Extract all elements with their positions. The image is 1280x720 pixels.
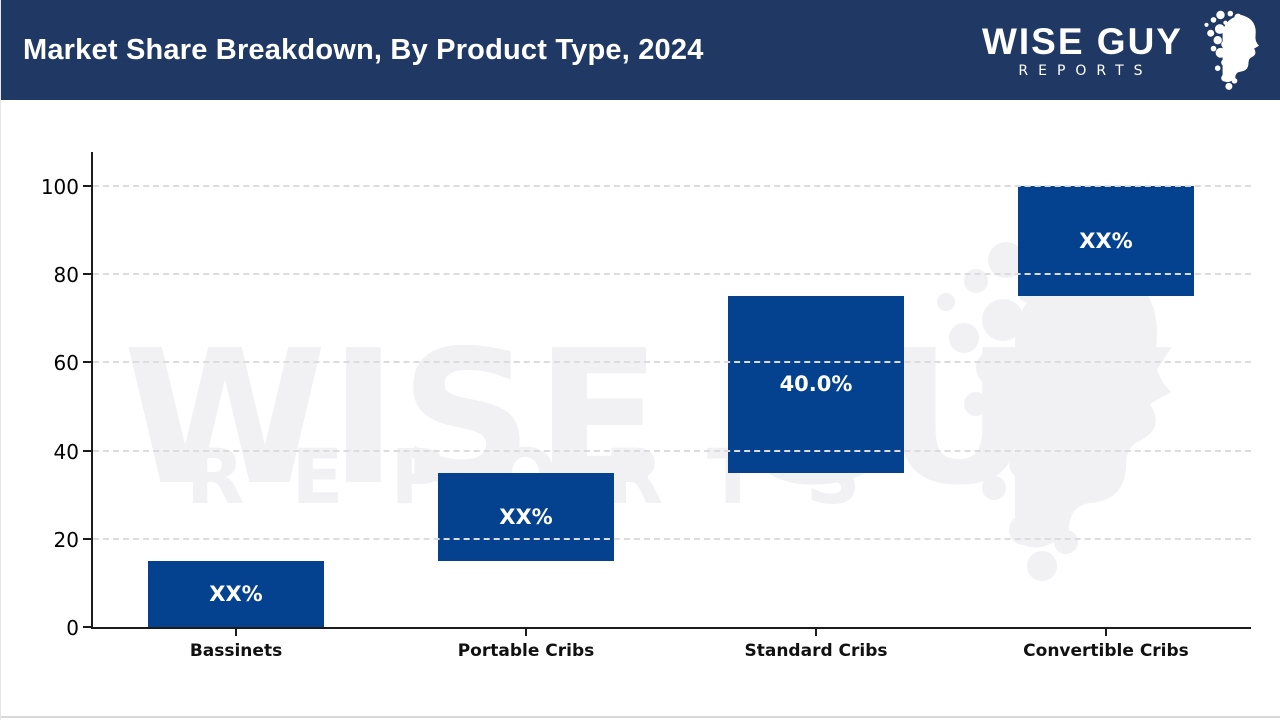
bar-value-label: XX% xyxy=(499,504,553,529)
bar-segment: XX% xyxy=(1018,186,1194,297)
x-axis-tick xyxy=(525,627,527,636)
bar-segment: 40.0% xyxy=(728,296,904,473)
x-axis-line xyxy=(91,627,1251,629)
y-tick-label: 40 xyxy=(53,439,79,464)
y-axis-tick xyxy=(83,449,91,452)
y-axis-tick xyxy=(83,626,91,628)
category-label: Portable Cribs xyxy=(457,641,595,661)
chart-area: WISE GUY REPORTS 020406080100XX%Bassinet… xyxy=(1,100,1280,717)
gridline xyxy=(93,449,1251,452)
bar-value-label: XX% xyxy=(1079,229,1133,254)
y-tick-label: 0 xyxy=(66,616,79,640)
header-bar: Market Share Breakdown, By Product Type,… xyxy=(1,0,1280,100)
logo-subtitle: REPORTS xyxy=(1018,62,1153,79)
logo-face-icon xyxy=(1204,10,1259,90)
logo-wordmark-block: WISE GUY REPORTS xyxy=(982,23,1183,78)
logo-wordmark: WISE GUY xyxy=(981,20,1183,62)
category-label: Convertible Cribs xyxy=(1023,641,1189,661)
gridline xyxy=(93,361,1251,364)
x-axis-tick xyxy=(235,627,237,636)
category-label: Bassinets xyxy=(189,641,283,661)
y-axis-tick xyxy=(83,361,91,364)
bar-segment: XX% xyxy=(438,472,614,561)
y-tick-label: 80 xyxy=(53,263,79,288)
gridline xyxy=(93,537,1251,540)
y-tick-label: 20 xyxy=(53,527,79,552)
bottom-divider xyxy=(1,716,1280,718)
x-axis-tick xyxy=(1105,627,1107,636)
gridline xyxy=(93,185,1251,187)
bar-value-label: XX% xyxy=(209,581,263,606)
y-axis-tick xyxy=(83,273,91,276)
bar-segment: XX% xyxy=(148,560,324,627)
page-title: Market Share Breakdown, By Product Type,… xyxy=(23,33,704,66)
bar-value-label: 40.0% xyxy=(779,372,853,397)
y-axis-tick xyxy=(83,185,91,187)
y-tick-label: 100 xyxy=(40,175,79,199)
y-tick-label: 60 xyxy=(53,351,79,376)
y-axis-tick xyxy=(83,537,91,540)
category-label: Standard Cribs xyxy=(744,641,888,661)
gridline xyxy=(93,273,1251,276)
wise-guy-logo: WISE GUY REPORTS xyxy=(982,8,1263,92)
x-axis-tick xyxy=(815,627,817,636)
y-axis-line xyxy=(91,152,93,629)
plot: 0 20 40 60 80 100 XX% Bassinets XX% Portable Crib… xyxy=(1,100,1280,717)
